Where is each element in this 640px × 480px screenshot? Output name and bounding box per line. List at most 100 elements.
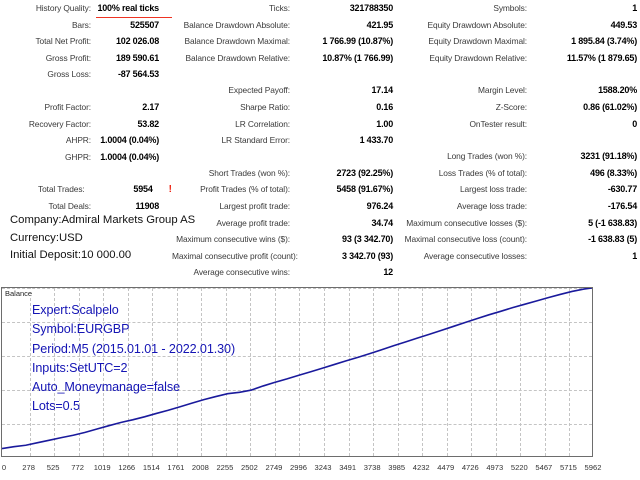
- stat-label: Gross Profit:: [45, 52, 91, 63]
- stat-row: Maximum consecutive wins ($): 93 (3 342.7…: [172, 231, 399, 248]
- chart-annotation-line: Expert:Scalpelo: [32, 303, 119, 317]
- stat-row: Equity Drawdown Relative: 11.57% (1 879.6…: [399, 50, 640, 67]
- stat-row: Total Net Profit: 102 026.08: [0, 33, 172, 50]
- stat-value: 189 590.61: [115, 52, 159, 63]
- x-tick-label: 2008: [191, 463, 209, 472]
- x-tick-label: 2996: [290, 463, 307, 472]
- x-tick-label: 5220: [510, 463, 528, 472]
- x-tick-label: 4479: [437, 463, 455, 472]
- stat-value: 1: [632, 250, 637, 261]
- stat-value: -630.77: [607, 184, 637, 195]
- x-tick-label: 1266: [118, 463, 136, 472]
- chart-vgridline: [471, 288, 473, 456]
- stat-row: Maximum consecutive losses ($): 5 (-1 638…: [399, 215, 640, 232]
- stat-row: OnTester result: 0: [399, 116, 640, 133]
- stat-value: 12: [383, 267, 393, 278]
- stat-value: 11.57% (1 879.65): [566, 52, 637, 63]
- stat-label: Total Deals:: [48, 200, 91, 211]
- stat-label: Symbols:: [493, 3, 527, 13]
- stat-value: 100% real ticks: [96, 0, 172, 18]
- stat-label: Maximum consecutive losses ($):: [406, 217, 527, 228]
- chart-annotations: Expert:Scalpelo Symbol:EURGBP Period:M5 (2…: [32, 301, 235, 417]
- chart-hgridline: [2, 288, 592, 289]
- stat-value: 5458 (91.67%): [336, 184, 394, 195]
- stat-value: 449.53: [610, 19, 638, 30]
- stat-row: Long Trades (won %): 3231 (91.18%): [399, 148, 640, 165]
- chart-annotation-line: Lots=0.5: [32, 399, 80, 414]
- stat-value: 525507: [130, 19, 159, 30]
- stat-label: Margin Level:: [478, 85, 527, 96]
- stat-row: Balance Drawdown Relative: 10.87% (1 766.…: [172, 50, 399, 67]
- stat-label: Total Net Profit:: [35, 36, 91, 47]
- account-info: Company:Admiral Markets Group AS Currenc…: [10, 212, 200, 265]
- stat-row: Largest profit trade: 976.24: [172, 198, 399, 215]
- stat-label: Loss Trades (% of total):: [438, 167, 527, 178]
- chart-hgridline: [2, 356, 592, 357]
- chart-vgridline: [127, 288, 129, 456]
- x-tick-label: 5467: [535, 463, 553, 472]
- stat-value: 1 766.99 (10.87%): [322, 36, 393, 47]
- x-tick-label: 5962: [584, 463, 602, 472]
- stat-row: Largest loss trade: -630.77: [399, 181, 640, 198]
- stat-label: Average consecutive losses:: [423, 250, 527, 261]
- stat-label: Profit Factor:: [44, 101, 91, 112]
- chart-vgridline: [29, 288, 31, 456]
- stat-group-spacer: [172, 149, 399, 165]
- x-tick-label: 1019: [93, 463, 111, 472]
- stat-group-spacer: [0, 83, 172, 99]
- stat-label: Equity Drawdown Absolute:: [427, 19, 528, 30]
- stat-row: Average loss trade: -176.54: [399, 198, 640, 215]
- stat-label: Balance Drawdown Relative:: [185, 52, 291, 63]
- chart-hgridline: [2, 423, 592, 425]
- stat-value: 1588.20%: [598, 85, 637, 96]
- stat-group-spacer: [0, 165, 172, 181]
- stat-label: Maximal consecutive profit (count):: [172, 250, 298, 261]
- stat-row: GHPR: 1.0004 (0.04%): [0, 149, 172, 166]
- stat-value: 3 342.70 (93): [342, 250, 393, 261]
- stat-row: Margin Level: 1588.20%: [399, 82, 640, 99]
- stat-value: 1.00: [376, 118, 393, 129]
- chart-annotation-line: Symbol:EURGBP: [32, 322, 130, 337]
- stat-label: Short Trades (won %):: [208, 167, 290, 178]
- stat-group-spacer: [399, 132, 640, 148]
- x-tick-label: 772: [71, 463, 84, 472]
- stat-label: Profit Trades (% of total):: [200, 184, 290, 195]
- stat-label: Balance Drawdown Absolute:: [183, 19, 290, 30]
- stat-label: Maximum consecutive wins ($):: [176, 234, 290, 245]
- x-tick-label: 3738: [363, 463, 381, 472]
- stat-label: History Quality:: [35, 3, 91, 13]
- chart-vgridline: [348, 288, 350, 456]
- stat-row: AHPR: 1.0004 (0.04%): [0, 132, 172, 149]
- stat-row: LR Standard Error: 1 433.70: [172, 132, 399, 149]
- x-tick-label: 5715: [560, 463, 577, 472]
- stat-value: 2.17: [142, 101, 159, 112]
- chart-vgridline: [422, 288, 424, 456]
- stat-value: 1: [632, 3, 637, 13]
- stat-value: 0: [632, 118, 637, 129]
- stat-label: Sharpe Ratio:: [240, 101, 290, 112]
- x-tick-label: 4726: [461, 463, 479, 472]
- x-tick-label: 278: [22, 463, 35, 472]
- stat-label: Long Trades (won %):: [447, 151, 527, 162]
- stat-value: -1 638.83 (5): [588, 234, 637, 245]
- chart-vgridline: [397, 288, 399, 456]
- stat-label: Average loss trade:: [456, 200, 527, 211]
- stat-value: 17.14: [371, 85, 393, 96]
- stat-value: 2723 (92.25%): [336, 167, 394, 178]
- x-tick-label: 3243: [314, 463, 332, 472]
- x-tick-label: 2749: [265, 463, 283, 472]
- stat-label: Average consecutive wins:: [193, 267, 290, 278]
- chart-vgridline: [78, 288, 80, 456]
- x-tick-label: 4973: [486, 463, 504, 472]
- stat-label: Largest loss trade:: [460, 184, 527, 195]
- x-tick-label: 525: [46, 463, 60, 472]
- stat-label: Z-Score:: [495, 101, 527, 112]
- stat-label: Equity Drawdown Relative:: [429, 52, 527, 63]
- x-tick-label: 3491: [339, 463, 357, 472]
- x-tick-label: 1761: [167, 463, 185, 472]
- x-tick-label: 1514: [142, 463, 160, 472]
- stat-row: Recovery Factor: 53.82: [0, 116, 172, 133]
- chart-vgridline: [446, 288, 448, 456]
- stat-label: Balance Drawdown Maximal:: [184, 36, 291, 47]
